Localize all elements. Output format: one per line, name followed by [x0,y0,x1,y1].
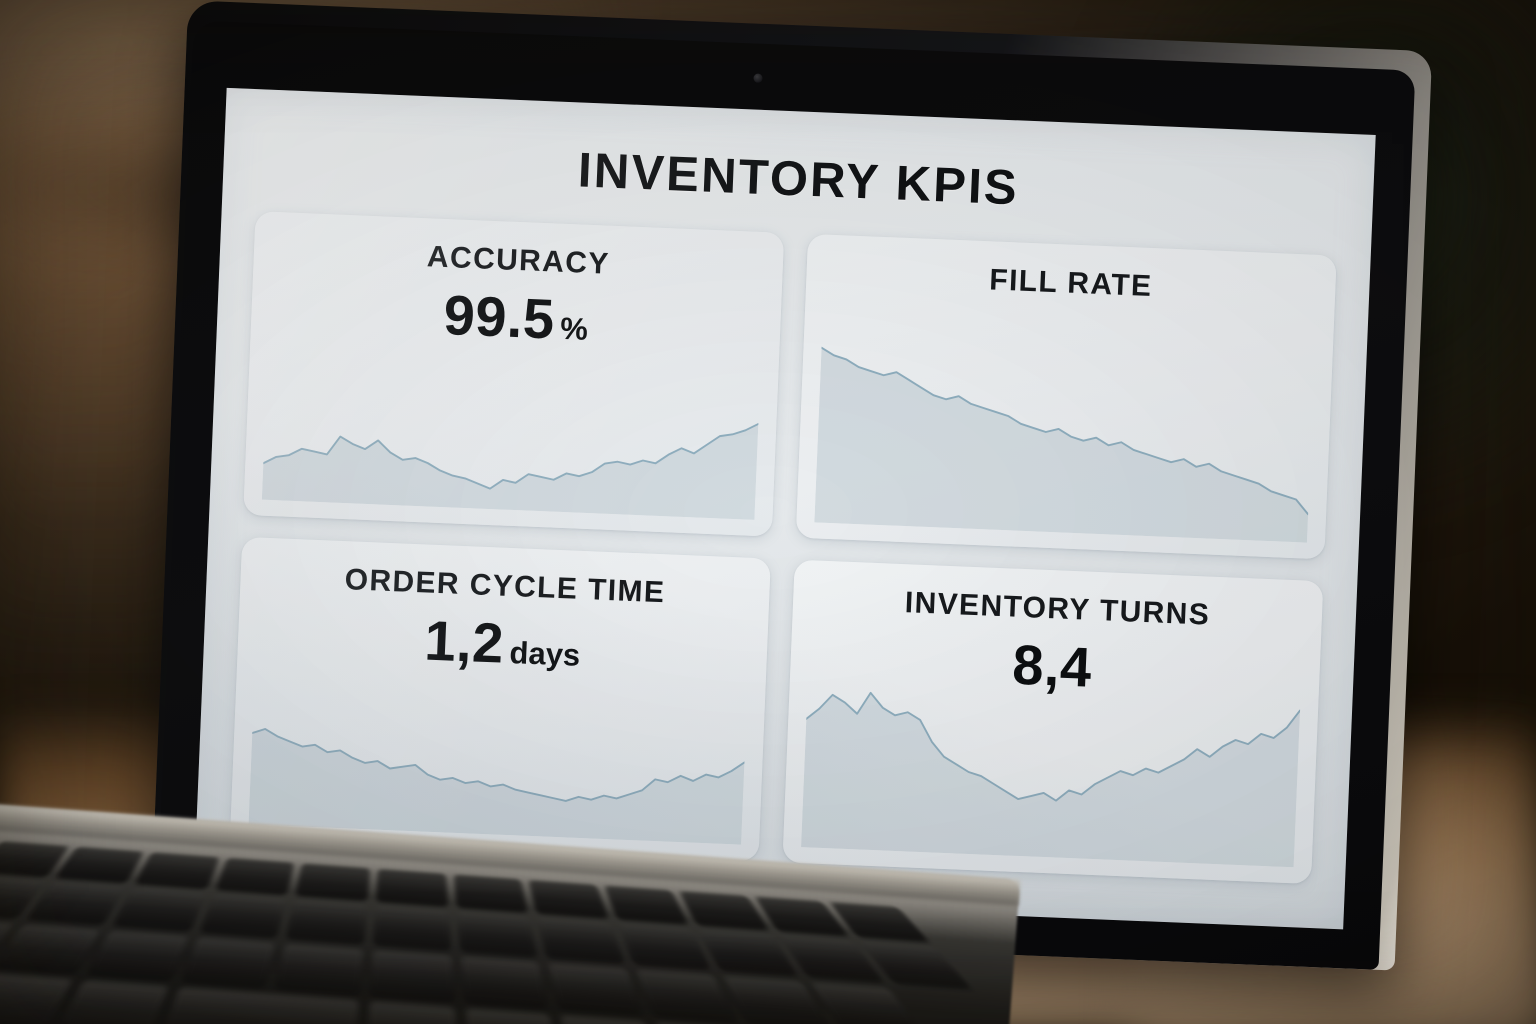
keyboard-key[interactable] [87,930,189,979]
keyboard-key[interactable] [160,987,360,1024]
keyboard-key[interactable] [559,1014,665,1024]
keyboard-key[interactable] [810,982,925,1024]
keyboard-key[interactable] [369,949,455,1000]
screen-bezel: INVENTORY KPIS ACCURACY 99.5% [156,20,1416,970]
sparkline-svg-inventory-turns [801,652,1302,868]
kpi-label-inventory-turns: INVENTORY TURNS [904,585,1211,632]
keyboard-key[interactable] [460,956,549,1007]
keyboard-key[interactable] [366,1000,459,1024]
keyboard-key[interactable] [618,924,711,969]
keyboard-key[interactable] [547,962,643,1014]
webcam-icon [753,73,763,83]
kpi-unit-order-cycle-time: days [508,634,581,673]
dashboard-root: INVENTORY KPIS ACCURACY 99.5% [194,88,1376,929]
keyboard-key[interactable] [453,874,528,912]
keyboard-key[interactable] [0,973,74,1024]
laptop-lid: INVENTORY KPIS ACCURACY 99.5% [150,0,1433,971]
sparkline-fill-rate [814,327,1315,543]
kpi-label-order-cycle-time: ORDER CYCLE TIME [344,562,666,609]
keyboard-key[interactable] [57,980,169,1024]
sparkline-fill-inventory-turns [801,692,1301,868]
kpi-value-number-order-cycle-time: 1,2 [423,608,506,675]
keyboard-key[interactable] [55,846,144,883]
sparkline-line-inventory-turns [803,690,1300,810]
sparkline-fill-fill-rate [814,347,1309,543]
keyboard-key[interactable] [295,863,371,901]
keyboard-key[interactable] [275,943,364,993]
sparkline-svg-order-cycle-time [248,700,747,845]
kpi-unit-accuracy: % [559,310,589,347]
keyboard-key[interactable] [135,852,220,889]
keyboard-key[interactable] [181,937,276,986]
kpi-card-accuracy[interactable]: ACCURACY 99.5% [243,211,785,537]
sparkline-accuracy [261,374,760,520]
keyboard-key[interactable] [113,888,206,931]
keyboard-key[interactable] [375,868,448,907]
page-title: INVENTORY KPIS [576,143,1020,216]
keyboard-key[interactable] [373,906,451,950]
keyboard-key[interactable] [604,885,689,924]
kpi-card-grid: ACCURACY 99.5% [229,211,1337,885]
keyboard-key[interactable] [537,918,624,962]
keyboard-key[interactable] [679,891,769,930]
keyboard-key[interactable] [635,969,737,1021]
sparkline-inventory-turns [801,652,1302,868]
laptop-screen: INVENTORY KPIS ACCURACY 99.5% [194,87,1376,930]
kpi-label-fill-rate: FILL RATE [988,263,1154,304]
keyboard-key[interactable] [464,1007,562,1024]
sparkline-fill-order-cycle-time [248,728,745,845]
sparkline-order-cycle-time [248,700,747,845]
keyboard-key[interactable] [456,912,538,956]
kpi-label-accuracy: ACCURACY [426,240,611,281]
keyboard-key[interactable] [26,882,125,924]
sparkline-line-order-cycle-time [250,728,745,808]
kpi-card-fill-rate[interactable]: FILL RATE [795,233,1337,559]
sparkline-fill-accuracy [261,423,759,520]
keyboard-key[interactable] [215,857,295,895]
sparkline-line-accuracy [263,403,759,499]
sparkline-svg-fill-rate [814,327,1315,543]
sparkline-svg-accuracy [261,374,760,520]
keyboard-key[interactable] [286,900,368,943]
kpi-card-order-cycle-time[interactable]: ORDER CYCLE TIME 1,2 days [229,536,771,862]
sparkline-line-fill-rate [816,347,1315,514]
kpi-value-number-accuracy: 99.5 [442,283,556,351]
keyboard-key[interactable] [528,880,608,918]
kpi-card-inventory-turns[interactable]: INVENTORY TURNS 8,4 [782,559,1324,885]
keyboard-key[interactable] [200,894,287,937]
kpi-value-accuracy: 99.5% [271,280,762,356]
kpi-value-order-cycle-time: 1,2 days [257,605,748,681]
keyboard-key[interactable] [0,924,101,972]
